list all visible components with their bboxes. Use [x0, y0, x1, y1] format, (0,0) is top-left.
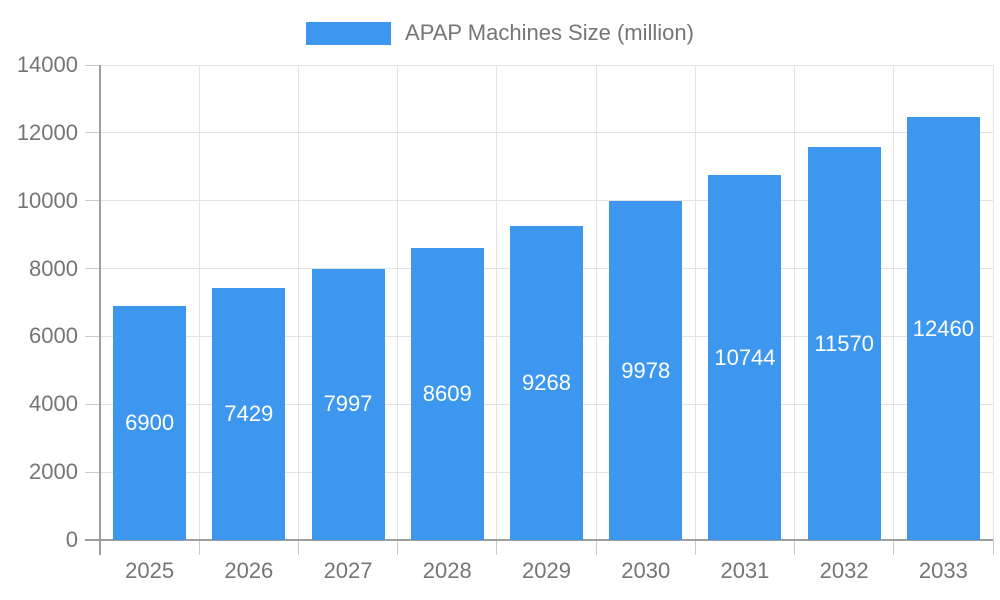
x-axis-tick — [992, 540, 994, 555]
y-axis-tick-label: 6000 — [29, 323, 78, 349]
bar-2026[interactable]: 7429 — [212, 287, 286, 540]
x-axis-tick — [496, 540, 498, 555]
bar-value-label: 6900 — [125, 409, 175, 435]
bar-value-label: 12460 — [912, 315, 974, 341]
bar-value-label: 11570 — [814, 330, 874, 356]
x-axis-tick — [397, 540, 399, 555]
bar-2027[interactable]: 7997 — [311, 268, 385, 540]
x-axis-tick-label: 2033 — [918, 558, 968, 583]
y-axis-tick-label: 14000 — [16, 52, 78, 77]
bar-2030[interactable]: 9978 — [609, 201, 683, 540]
y-axis-tick — [85, 200, 100, 202]
x-axis-tick-label: 2025 — [125, 558, 175, 583]
gridline-vertical — [198, 65, 200, 540]
y-axis-line — [99, 65, 101, 555]
gridline-horizontal — [100, 132, 993, 134]
gridline-vertical — [794, 65, 796, 540]
x-axis-tick-label: 2026 — [224, 558, 274, 583]
y-axis-tick — [85, 132, 100, 134]
bar-2033[interactable]: 12460 — [906, 117, 980, 540]
x-axis-tick-label: 2030 — [621, 558, 671, 583]
bar-2031[interactable]: 10744 — [708, 175, 782, 540]
y-axis-tick-label: 12000 — [16, 119, 78, 145]
x-axis-tick — [794, 540, 796, 555]
x-axis-tick — [595, 540, 597, 555]
gridline-vertical — [397, 65, 399, 540]
y-axis-tick-label: 2000 — [29, 459, 78, 485]
gridline-horizontal — [100, 64, 993, 66]
gridline-vertical — [496, 65, 498, 540]
bar-value-label: 10744 — [714, 344, 776, 370]
plot-area: 0 2000 4000 6000 8000 10000 12000 14000 6900 2025… — [17, 52, 994, 583]
x-axis-tick — [198, 540, 200, 555]
x-axis-tick-label: 2028 — [422, 558, 472, 583]
bar-value-label: 9268 — [522, 369, 571, 395]
legend-swatch — [306, 21, 392, 45]
gridline-vertical — [694, 65, 696, 540]
bar-2025[interactable]: 6900 — [113, 305, 187, 540]
legend-item[interactable]: APAP Machines Size (million) — [0, 20, 1000, 46]
gridline-vertical — [992, 65, 994, 540]
x-axis-line — [85, 539, 993, 541]
y-axis-tick-label: 4000 — [29, 391, 78, 417]
x-axis-tick-label: 2027 — [323, 558, 373, 583]
x-axis-tick — [694, 540, 696, 555]
bar-value-label: 9978 — [621, 357, 671, 383]
y-axis-tick — [85, 335, 100, 337]
gridline-vertical — [893, 65, 895, 540]
y-axis-tick-label: 8000 — [29, 255, 78, 281]
y-axis-tick — [85, 64, 100, 66]
bar-value-label: 7997 — [323, 391, 373, 417]
x-axis-tick-label: 2029 — [522, 558, 571, 583]
y-axis-tick-label: 10000 — [16, 187, 78, 213]
y-axis-tick — [85, 268, 100, 270]
x-axis-tick-label: 2031 — [720, 558, 770, 583]
x-axis-tick — [297, 540, 299, 555]
y-axis-tick-label: 0 — [65, 527, 78, 552]
bar-2032[interactable]: 11570 — [807, 147, 881, 540]
bar-2029[interactable]: 9268 — [510, 225, 583, 540]
gridline-horizontal — [100, 200, 993, 202]
gridline-vertical — [595, 65, 597, 540]
bar-2028[interactable]: 8609 — [410, 247, 484, 540]
y-axis-tick — [85, 403, 100, 405]
y-axis-tick — [85, 471, 100, 473]
bar-value-label: 7429 — [224, 400, 274, 426]
bar-value-label: 8609 — [422, 380, 472, 406]
gridline-vertical — [297, 65, 299, 540]
x-axis-tick — [893, 540, 895, 555]
legend-label: APAP Machines Size (million) — [405, 20, 694, 45]
x-axis-tick-label: 2032 — [819, 558, 869, 583]
